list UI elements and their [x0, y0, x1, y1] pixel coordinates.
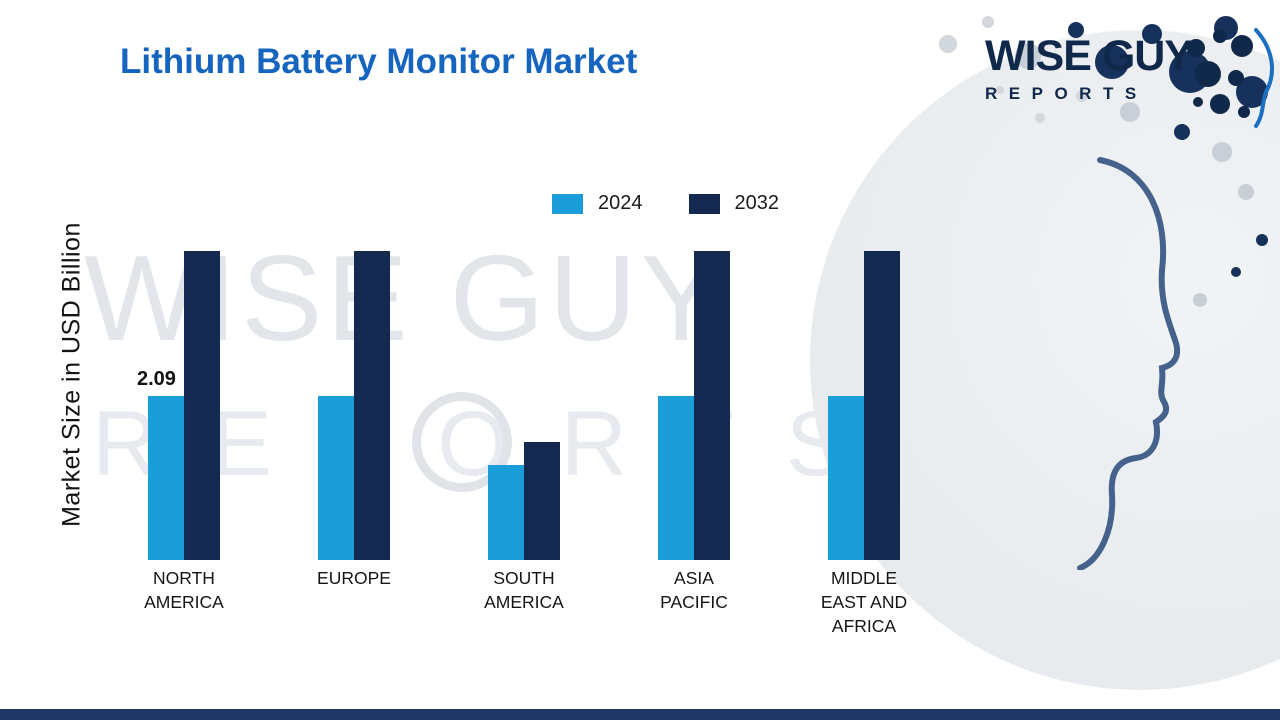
logo-head-icon — [1187, 28, 1274, 128]
category-label: NORTH AMERICA — [144, 568, 224, 612]
category-label: ASIA PACIFIC — [660, 568, 728, 612]
category-label-cell: MIDDLE EAST AND AFRICA — [779, 566, 949, 638]
bar-2024-middle-east-and-africa — [828, 396, 864, 560]
bar-group-middle-east-and-africa — [779, 230, 949, 560]
legend-swatch-2032 — [688, 193, 720, 214]
category-label-cell: EUROPE — [269, 566, 439, 638]
bar-2024-north-america — [148, 396, 184, 560]
y-axis-label: Market Size in USD Billion — [57, 222, 86, 527]
bar-group-europe — [269, 230, 439, 560]
bottom-accent-bar — [0, 709, 1280, 720]
category-label-cell: ASIA PACIFIC — [609, 566, 779, 638]
dot-pattern-decoration — [939, 16, 1268, 307]
legend: 2024 2032 — [552, 192, 779, 215]
bar-2032-middle-east-and-africa — [864, 251, 900, 560]
category-label: SOUTH AMERICA — [484, 568, 564, 612]
plot-area: 2.09 — [99, 230, 949, 560]
category-label: MIDDLE EAST AND AFRICA — [820, 568, 908, 636]
bar-value-label: 2.09 — [137, 368, 176, 390]
legend-label: 2032 — [734, 192, 780, 214]
legend-label: 2024 — [598, 192, 643, 214]
bar-group-asia-pacific — [609, 230, 779, 560]
category-label-cell: SOUTH AMERICA — [439, 566, 609, 638]
bar-2032-europe — [354, 251, 390, 560]
bar-2032-north-america — [184, 251, 220, 560]
bar-group-north-america: 2.09 — [99, 230, 269, 560]
legend-item-2024: 2024 — [552, 192, 643, 215]
bar-2024-europe — [318, 396, 354, 560]
bar-2032-asia-pacific — [694, 251, 730, 560]
page-title: Lithium Battery Monitor Market — [120, 42, 638, 81]
wiseguy-logo: WISE GUY REPORTS — [985, 32, 1193, 104]
legend-item-2032: 2032 — [688, 192, 780, 215]
bar-group-south-america — [439, 230, 609, 560]
bar-2024-asia-pacific — [658, 396, 694, 560]
watermark-ring — [412, 392, 512, 492]
legend-swatch-2024 — [552, 193, 583, 214]
category-axis: NORTH AMERICA EUROPE SOUTH AMERICA ASIA PAC… — [99, 566, 949, 638]
face-profile-decoration — [1077, 157, 1181, 570]
category-label: EUROPE — [317, 568, 391, 588]
logo-name: WISE GUY — [985, 32, 1193, 80]
bar-2032-south-america — [524, 442, 560, 560]
category-label-cell: NORTH AMERICA — [99, 566, 269, 638]
bar-2024-south-america — [488, 465, 524, 560]
logo-subtitle: REPORTS — [985, 84, 1148, 103]
